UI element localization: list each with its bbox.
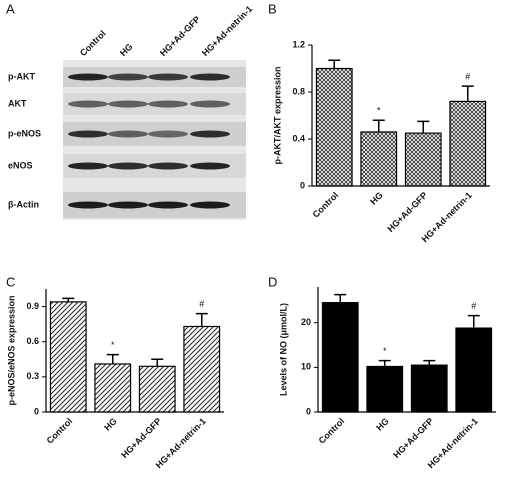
bar [49,301,87,413]
row-label: eNOS [8,160,33,170]
blot-band [190,201,230,209]
y-tick-label: 0 [34,406,39,416]
x-tick-label: HG [368,190,385,207]
y-tick-label: 0.3 [26,371,39,381]
blot-band [148,130,188,138]
significance-marker: * [111,340,115,350]
bar [183,325,221,413]
x-tick-label: Control [45,416,75,446]
blot-band [148,162,188,170]
panel-label: C [6,274,15,289]
bar [94,363,132,413]
x-tick-label: Control [311,190,341,220]
x-tick-label: HG+Ad-GFP [119,416,163,460]
y-tick-label: 0 [306,406,311,416]
blot-band [68,130,108,138]
lane-label: HG [118,41,135,58]
panel-label: B [268,1,277,16]
y-tick-label: 1.2 [292,39,305,49]
y-tick-label: 0 [300,180,305,190]
y-axis-label: p-AKT/AKT expression [272,66,282,164]
y-tick-label: 0.6 [26,336,39,346]
y-tick-label: 20 [301,317,311,327]
blot-band [108,100,148,108]
blot-band [68,201,108,209]
error-bar [151,358,164,367]
error-bar [328,59,341,69]
significance-marker: * [377,106,381,116]
blot-band [148,100,188,108]
significance-marker: * [383,346,387,356]
error-bar [423,359,436,366]
error-bar [372,119,385,132]
significance-marker: # [465,72,470,82]
blot-band [108,130,148,138]
error-bar [378,359,391,367]
bar [321,302,359,413]
blot-band [108,162,148,170]
bar [366,365,404,413]
blot-band [68,162,108,170]
y-tick-label: 0.4 [292,133,305,143]
row-label: p-eNOS [8,128,41,138]
panel-label: D [268,274,277,289]
bar [455,327,493,413]
error-bar [62,297,75,302]
blot-band [68,100,108,108]
lane-label: HG+Ad-GFP [158,14,202,58]
y-tick-label: 10 [301,362,311,372]
error-bar [461,85,474,102]
significance-marker: # [471,301,476,311]
row-label: β-Actin [8,199,39,209]
blot-band [190,162,230,170]
blot-band [68,73,108,81]
error-bar [106,353,119,364]
blot-band [190,100,230,108]
bar [360,131,398,187]
y-tick-label: 0.8 [292,86,305,96]
x-tick-label: HG [102,416,119,433]
y-axis-label: p-eNOS/eNOS expression [6,295,16,405]
panel-label: A [6,1,15,16]
blot-band [108,201,148,209]
bar [449,100,487,187]
lane-label: Control [78,28,108,58]
bar [138,365,176,413]
blot-band [148,201,188,209]
bar [404,132,442,187]
error-bar [195,312,208,327]
lane-label: HG+Ad-netrin-1 [200,4,254,58]
bar [410,364,448,413]
blot-band [108,73,148,81]
x-tick-label: HG [374,416,391,433]
y-tick-label: 0.9 [26,301,39,311]
x-tick-label: HG+Ad-GFP [391,416,435,460]
error-bar [417,120,430,134]
error-bar [467,314,480,329]
significance-marker: # [199,299,204,309]
row-label: AKT [8,98,27,108]
blot-band [190,130,230,138]
x-tick-label: Control [317,416,347,446]
error-bar [334,293,347,303]
x-tick-label: HG+Ad-GFP [385,190,429,234]
y-axis-label: Levels of NO (μmol/L) [278,303,288,396]
bar [315,67,353,187]
row-label: p-AKT [8,71,35,81]
blot-band [190,73,230,81]
blot-band [148,73,188,81]
